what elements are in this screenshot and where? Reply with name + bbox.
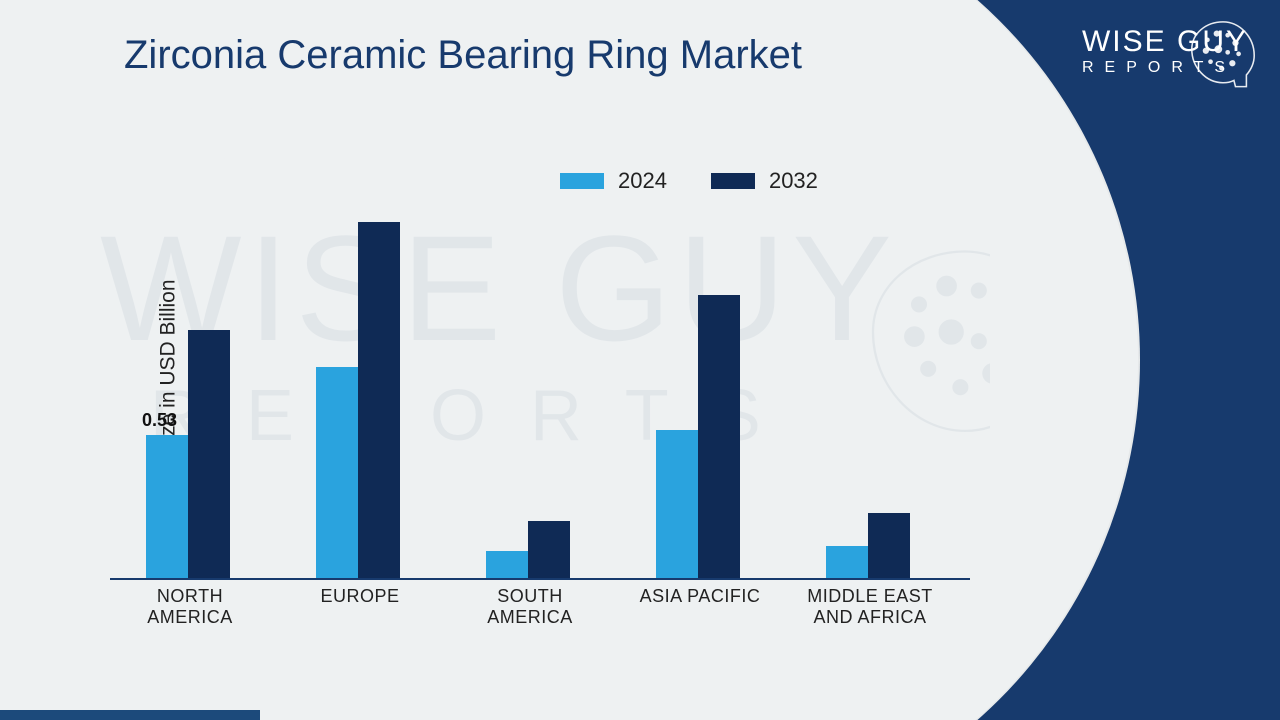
legend-swatch	[560, 173, 604, 189]
category-label: SOUTH AMERICA	[455, 580, 605, 627]
bar-group: MIDDLE EAST AND AFRICA	[810, 202, 930, 580]
brand-logo: WISE GUY REPORTS	[1082, 26, 1248, 76]
legend-item-2032: 2032	[711, 168, 818, 194]
legend: 2024 2032	[560, 168, 818, 194]
logo-line1: WISE GUY	[1082, 26, 1248, 58]
legend-label: 2024	[618, 168, 667, 194]
bottom-strip	[0, 710, 260, 720]
legend-label: 2032	[769, 168, 818, 194]
bar	[358, 222, 400, 578]
bar-group: ASIA PACIFIC	[640, 202, 760, 580]
bar	[188, 330, 230, 578]
legend-item-2024: 2024	[560, 168, 667, 194]
bar	[146, 435, 188, 578]
chart-plot-area: NORTH AMERICA EUROPE SOUTH AMERICA ASIA PAC…	[110, 200, 970, 580]
category-label: EUROPE	[285, 580, 435, 607]
legend-swatch	[711, 173, 755, 189]
bar-group: EUROPE	[300, 202, 420, 580]
bar	[316, 367, 358, 578]
bar-group: NORTH AMERICA	[130, 202, 250, 580]
bar	[486, 551, 528, 578]
chart-canvas: WISE GUY REPORTS WISE GUY REPORTS Zircon…	[0, 0, 1280, 720]
category-label: NORTH AMERICA	[115, 580, 265, 627]
bar	[826, 546, 868, 578]
bar	[528, 521, 570, 578]
category-label: MIDDLE EAST AND AFRICA	[795, 580, 945, 627]
bar	[656, 430, 698, 579]
bar	[698, 295, 740, 579]
logo-line2: REPORTS	[1082, 60, 1248, 77]
chart-title: Zirconia Ceramic Bearing Ring Market	[124, 32, 844, 79]
bar-value-label: 0.53	[142, 410, 177, 431]
bar-group: SOUTH AMERICA	[470, 202, 590, 580]
category-label: ASIA PACIFIC	[625, 580, 775, 607]
bar	[868, 513, 910, 578]
